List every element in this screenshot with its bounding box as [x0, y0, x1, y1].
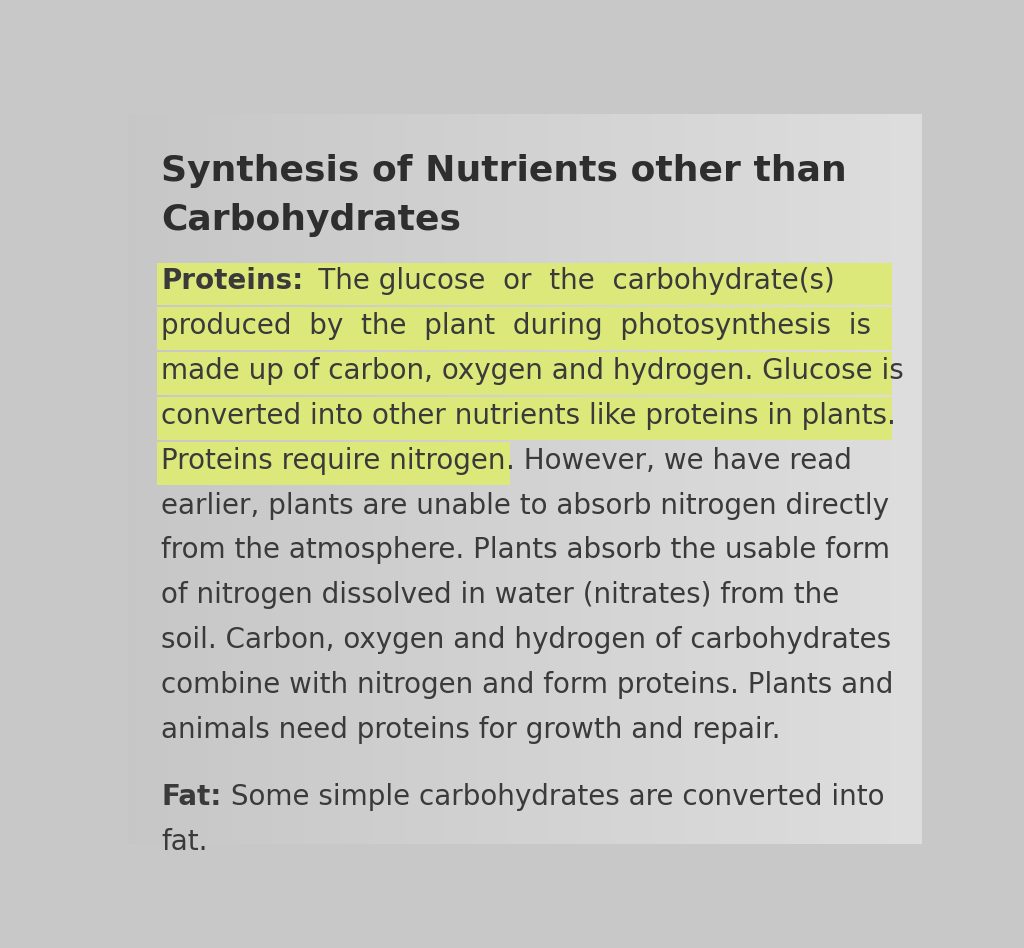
Text: animals need proteins for growth and repair.: animals need proteins for growth and rep… [162, 716, 781, 744]
Text: converted into other nutrients like proteins in plants.: converted into other nutrients like prot… [162, 402, 896, 429]
Text: soil. Carbon, oxygen and hydrogen of carbohydrates: soil. Carbon, oxygen and hydrogen of car… [162, 627, 892, 654]
Bar [158, 442, 510, 484]
Text: Some simple carbohydrates are converted into: Some simple carbohydrates are converted … [222, 783, 884, 811]
Text: combine with nitrogen and form proteins. Plants and: combine with nitrogen and form proteins.… [162, 671, 894, 699]
Bar [158, 263, 892, 305]
Text: Fat:: Fat: [162, 783, 222, 811]
Text: produced  by  the  plant  during  photosynthesis  is: produced by the plant during photosynthe… [162, 312, 871, 340]
Text: Carbohydrates: Carbohydrates [162, 203, 462, 237]
Text: fat.: fat. [162, 829, 208, 856]
Text: Proteins:: Proteins: [162, 267, 303, 295]
Text: from the atmosphere. Plants absorb the usable form: from the atmosphere. Plants absorb the u… [162, 537, 890, 564]
Text: made up of carbon, oxygen and hydrogen. Glucose is: made up of carbon, oxygen and hydrogen. … [162, 356, 904, 385]
Text: of nitrogen dissolved in water (nitrates) from the: of nitrogen dissolved in water (nitrates… [162, 581, 840, 610]
Text: . However, we have read: . However, we have read [506, 447, 852, 475]
Text: The glucose  or  the  carbohydrate(s): The glucose or the carbohydrate(s) [303, 267, 835, 295]
Text: earlier, plants are unable to absorb nitrogen directly: earlier, plants are unable to absorb nit… [162, 491, 889, 520]
Text: Proteins require nitrogen: Proteins require nitrogen [162, 447, 506, 475]
Text: Synthesis of Nutrients other than: Synthesis of Nutrients other than [162, 154, 847, 188]
Bar [158, 307, 892, 350]
Bar [158, 353, 892, 395]
Bar [158, 397, 892, 440]
